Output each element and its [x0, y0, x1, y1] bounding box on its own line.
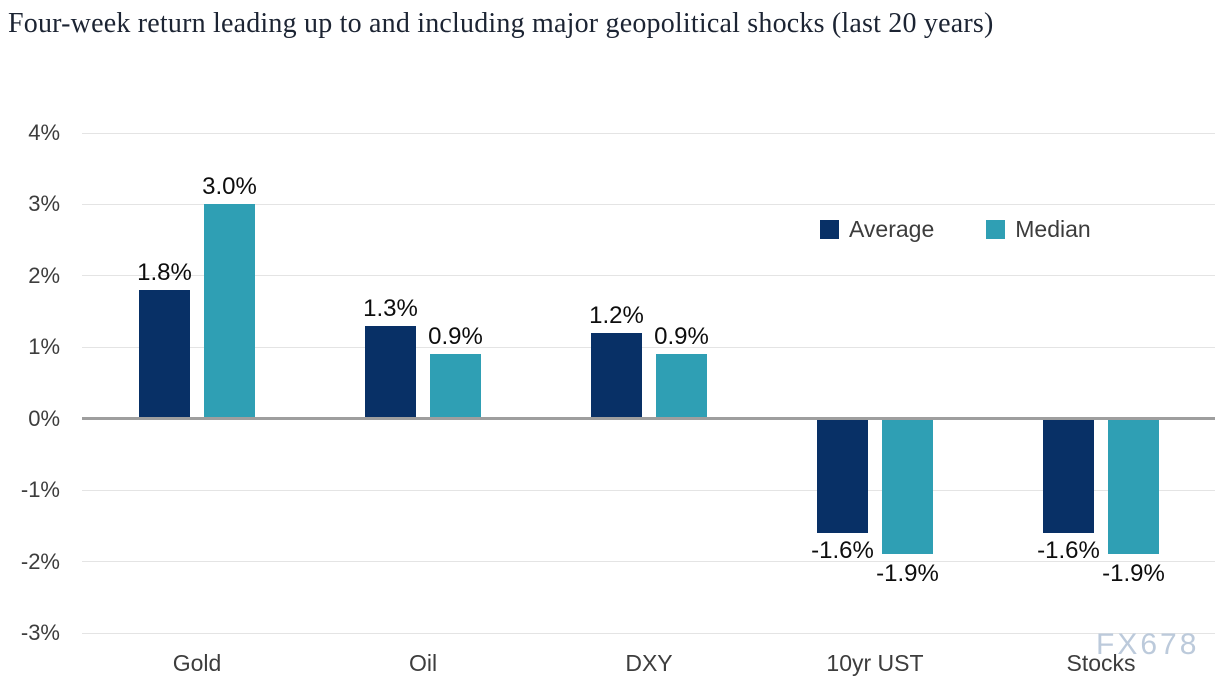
y-tick-label: -1% [20, 477, 60, 503]
legend: Average Median [820, 216, 1091, 243]
gridline [82, 203, 1215, 205]
gridline [82, 632, 1215, 634]
bar-median-gold [204, 204, 255, 419]
value-label: -1.9% [1102, 560, 1165, 588]
bar-median-stocks [1108, 418, 1159, 555]
value-label: 0.9% [428, 323, 483, 351]
value-label: -1.6% [811, 537, 874, 564]
bar-average-oil [365, 325, 416, 419]
gridline [82, 489, 1215, 491]
bar-median-oil [430, 354, 481, 419]
y-tick-label: 2% [28, 262, 60, 288]
x-category-label-oil: Oil [408, 650, 438, 676]
legend-label: Average [849, 216, 935, 242]
legend-label: Median [1015, 216, 1091, 242]
gridline [82, 561, 1215, 563]
y-tick-label: 3% [28, 191, 60, 217]
legend-swatch-icon [986, 220, 1006, 239]
bar-median-10yr-ust [882, 418, 933, 555]
bar-median-dxy [656, 354, 707, 419]
x-category-label-10yr-ust: 10yr UST [826, 650, 924, 676]
legend-swatch-icon [820, 220, 839, 239]
gridline [82, 132, 1215, 134]
y-tick-label: -2% [20, 548, 60, 574]
y-tick-label: 1% [28, 334, 60, 360]
value-label: 1.2% [589, 302, 644, 329]
value-label: 1.8% [137, 259, 192, 287]
x-category-label-gold: Gold [172, 650, 222, 676]
bar-average-gold [139, 290, 190, 419]
value-label: -1.9% [876, 560, 939, 588]
legend-item-median: Median [986, 216, 1091, 243]
x-category-label-dxy: DXY [625, 650, 673, 676]
y-tick-label: 0% [28, 405, 60, 431]
value-label: 1.3% [363, 294, 418, 322]
legend-item-average: Average [820, 216, 934, 243]
y-tick-label: -3% [20, 620, 60, 645]
zero-axis-line [82, 417, 1215, 421]
value-label: -1.6% [1037, 537, 1100, 564]
watermark: FX678 [1096, 628, 1200, 661]
chart-title: Four-week return leading up to and inclu… [8, 8, 994, 39]
gridline [82, 346, 1215, 348]
value-label: 0.9% [654, 323, 709, 351]
bar-average-dxy [591, 333, 642, 419]
gridline [82, 275, 1215, 277]
y-tick-label: 4% [28, 120, 60, 145]
bar-average-stocks [1043, 418, 1094, 533]
bar-average-10yr-ust [817, 418, 868, 533]
x-category-label-stocks: Stocks [1066, 650, 1136, 676]
value-label: 3.0% [202, 173, 257, 201]
